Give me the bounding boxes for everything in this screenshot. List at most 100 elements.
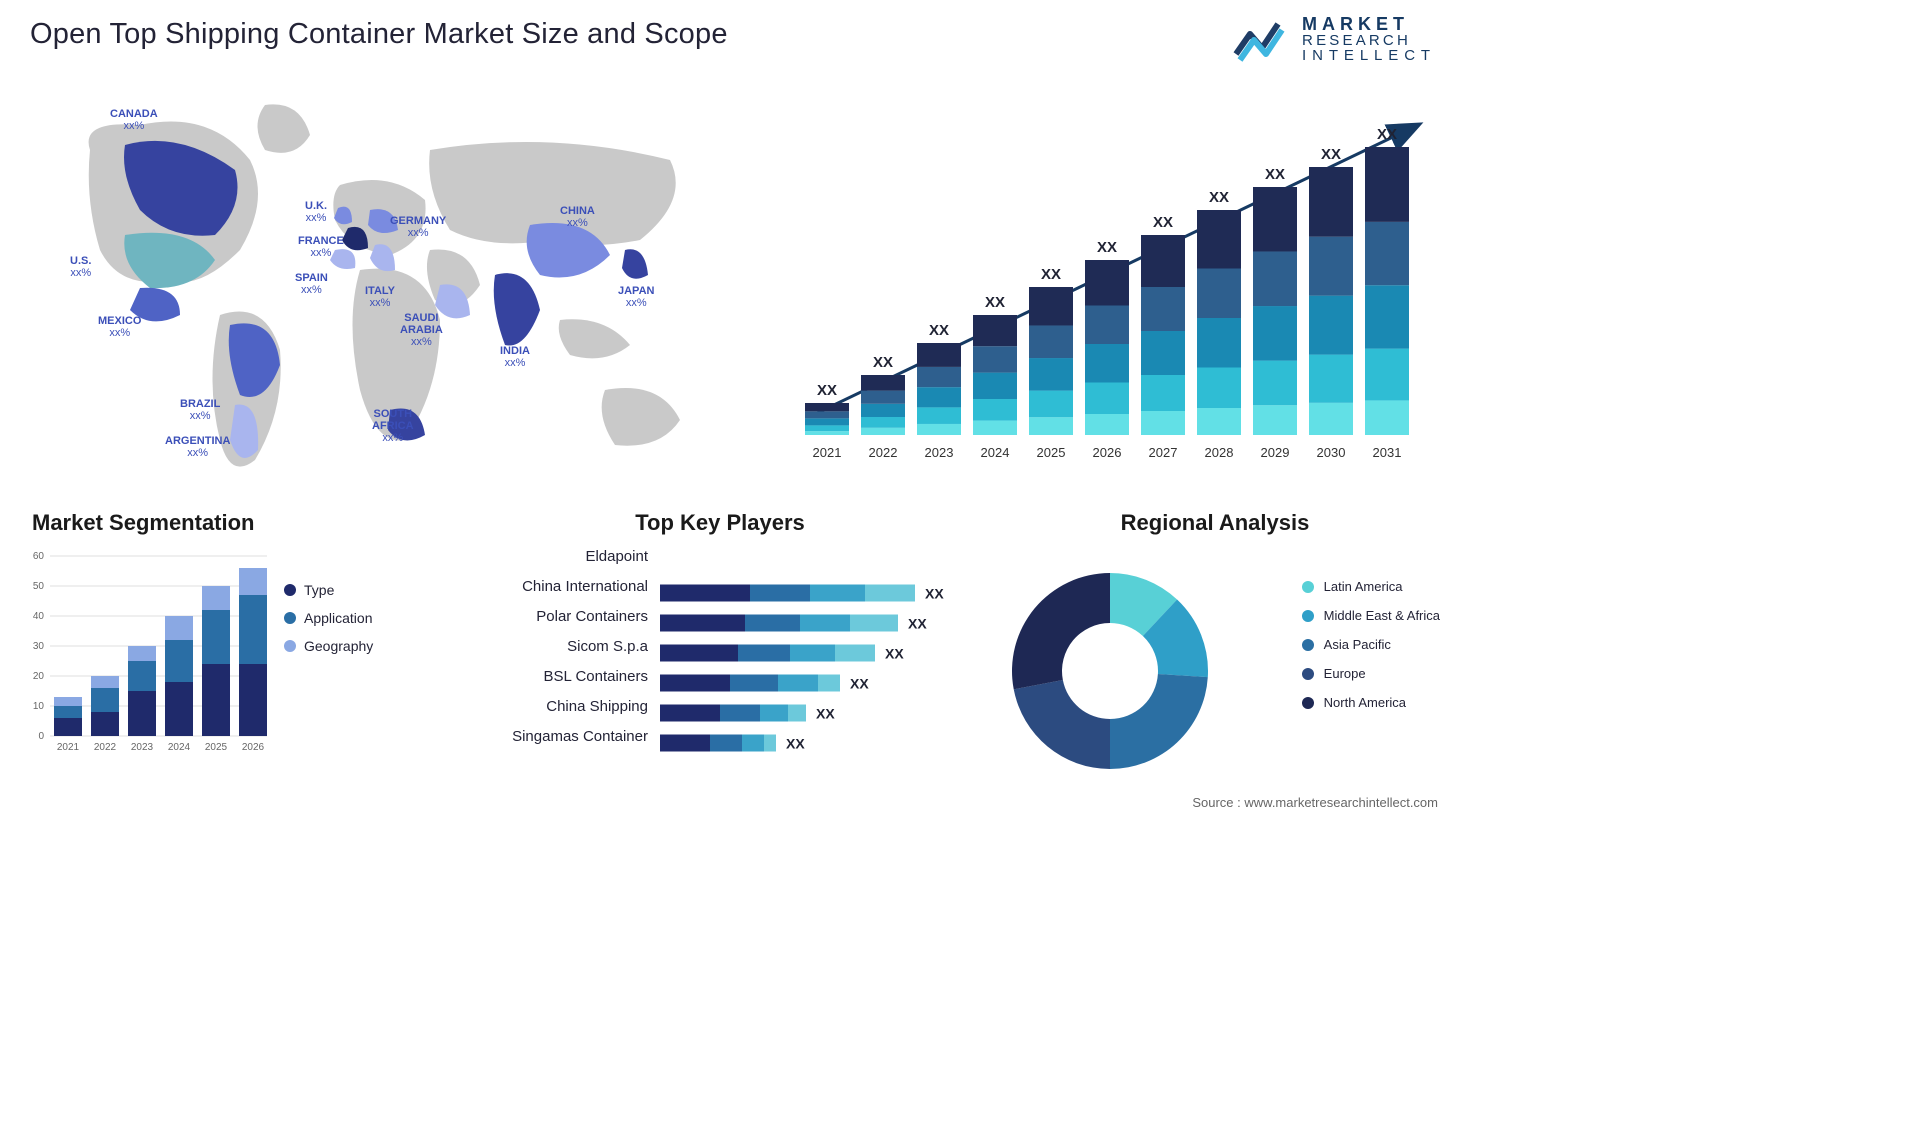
svg-text:2026: 2026: [1093, 445, 1122, 460]
logo-icon: [1232, 12, 1290, 66]
svg-text:2022: 2022: [94, 742, 117, 753]
map-label: U.K.xx%: [305, 200, 327, 224]
svg-text:XX: XX: [929, 322, 949, 339]
svg-text:XX: XX: [1321, 146, 1341, 163]
svg-text:XX: XX: [1209, 189, 1229, 206]
legend-dot: [1302, 581, 1314, 593]
svg-text:2024: 2024: [168, 742, 191, 753]
map-label: SPAINxx%: [295, 272, 328, 296]
logo-text-3: INTELLECT: [1302, 48, 1436, 63]
players-panel: Top Key Players EldapointChina Internati…: [465, 510, 975, 785]
legend-dot: [284, 584, 296, 596]
svg-text:XX: XX: [1097, 239, 1117, 256]
svg-text:60: 60: [33, 551, 45, 562]
svg-text:XX: XX: [817, 382, 837, 399]
player-name: Polar Containers: [465, 602, 660, 632]
legend-item: North America: [1302, 695, 1440, 710]
svg-text:2028: 2028: [1205, 445, 1234, 460]
map-label: CANADAxx%: [110, 108, 158, 132]
source-line: Source : www.marketresearchintellect.com: [1192, 795, 1438, 810]
legend-dot: [1302, 668, 1314, 680]
svg-text:XX: XX: [816, 706, 835, 722]
svg-text:2025: 2025: [205, 742, 228, 753]
svg-text:XX: XX: [885, 646, 904, 662]
forecast-bar-chart: XX2021XX2022XX2023XX2024XX2025XX2026XX20…: [793, 95, 1433, 470]
map-label: BRAZILxx%: [180, 398, 220, 422]
player-name: BSL Containers: [465, 662, 660, 692]
donut-legend: Latin America Middle East & Africa Asia Pa…: [1302, 565, 1440, 724]
map-label: U.S.xx%: [70, 255, 91, 279]
svg-text:10: 10: [33, 701, 45, 712]
brand-logo: MARKET RESEARCH INTELLECT: [1232, 12, 1436, 66]
legend-item: Middle East & Africa: [1302, 608, 1440, 623]
svg-text:2026: 2026: [242, 742, 265, 753]
map-label: JAPANxx%: [618, 285, 654, 309]
map-label: GERMANYxx%: [390, 215, 446, 239]
svg-text:0: 0: [38, 731, 44, 742]
page-title: Open Top Shipping Container Market Size …: [30, 18, 728, 51]
regions-panel: Regional Analysis Latin America Middle Ea…: [990, 510, 1440, 785]
player-names: EldapointChina InternationalPolar Contai…: [465, 542, 660, 762]
legend-item: Geography: [284, 638, 373, 654]
legend-dot: [284, 640, 296, 652]
legend-label: Asia Pacific: [1324, 637, 1391, 652]
logo-text-1: MARKET: [1302, 15, 1436, 33]
legend-label: Type: [304, 582, 334, 598]
svg-text:XX: XX: [1265, 166, 1285, 183]
legend-label: Europe: [1324, 666, 1366, 681]
legend-dot: [1302, 610, 1314, 622]
donut-chart: [990, 536, 1230, 776]
legend-label: Latin America: [1324, 579, 1403, 594]
player-name: Singamas Container: [465, 722, 660, 752]
map-label: FRANCExx%: [298, 235, 344, 259]
svg-text:XX: XX: [786, 736, 805, 752]
regions-title: Regional Analysis: [990, 510, 1440, 536]
svg-text:2022: 2022: [869, 445, 898, 460]
segmentation-chart: 0102030405060202120222023202420252026: [22, 536, 272, 766]
map-label: MEXICOxx%: [98, 315, 141, 339]
legend-item: Europe: [1302, 666, 1440, 681]
legend-label: Middle East & Africa: [1324, 608, 1440, 623]
world-map-panel: CANADAxx% U.S.xx% MEXICOxx% BRAZILxx% ARGENT…: [30, 90, 730, 490]
svg-text:XX: XX: [985, 294, 1005, 311]
svg-text:XX: XX: [1153, 214, 1173, 231]
legend-item: Application: [284, 610, 373, 626]
map-label: INDIAxx%: [500, 345, 530, 369]
svg-text:30: 30: [33, 641, 45, 652]
player-name: Sicom S.p.a: [465, 632, 660, 662]
segmentation-legend: Type Application Geography: [284, 570, 373, 666]
legend-label: Geography: [304, 638, 373, 654]
player-name: Eldapoint: [465, 542, 660, 572]
legend-item: Asia Pacific: [1302, 637, 1440, 652]
svg-text:2021: 2021: [813, 445, 842, 460]
segmentation-title: Market Segmentation: [32, 510, 442, 536]
svg-text:XX: XX: [1377, 126, 1397, 143]
svg-text:2031: 2031: [1373, 445, 1402, 460]
map-label: SOUTHAFRICAxx%: [372, 408, 414, 444]
map-label: ARGENTINAxx%: [165, 435, 230, 459]
svg-text:XX: XX: [850, 676, 869, 692]
player-bars: XXXXXXXXXXXX: [660, 542, 970, 762]
legend-dot: [284, 612, 296, 624]
map-label: CHINAxx%: [560, 205, 595, 229]
svg-text:40: 40: [33, 611, 45, 622]
svg-text:2027: 2027: [1149, 445, 1178, 460]
legend-label: Application: [304, 610, 373, 626]
legend-dot: [1302, 697, 1314, 709]
player-name: China Shipping: [465, 692, 660, 722]
svg-text:XX: XX: [925, 586, 944, 602]
legend-label: North America: [1324, 695, 1406, 710]
legend-dot: [1302, 639, 1314, 651]
svg-text:2030: 2030: [1317, 445, 1346, 460]
svg-text:20: 20: [33, 671, 45, 682]
map-label: SAUDIARABIAxx%: [400, 312, 443, 348]
players-title: Top Key Players: [465, 510, 975, 536]
svg-text:2029: 2029: [1261, 445, 1290, 460]
svg-text:2024: 2024: [981, 445, 1010, 460]
segmentation-panel: Market Segmentation 01020304050602021202…: [22, 510, 442, 780]
map-label: ITALYxx%: [365, 285, 395, 309]
svg-text:XX: XX: [1041, 266, 1061, 283]
svg-text:2023: 2023: [131, 742, 154, 753]
svg-text:2025: 2025: [1037, 445, 1066, 460]
logo-text-2: RESEARCH: [1302, 33, 1436, 48]
